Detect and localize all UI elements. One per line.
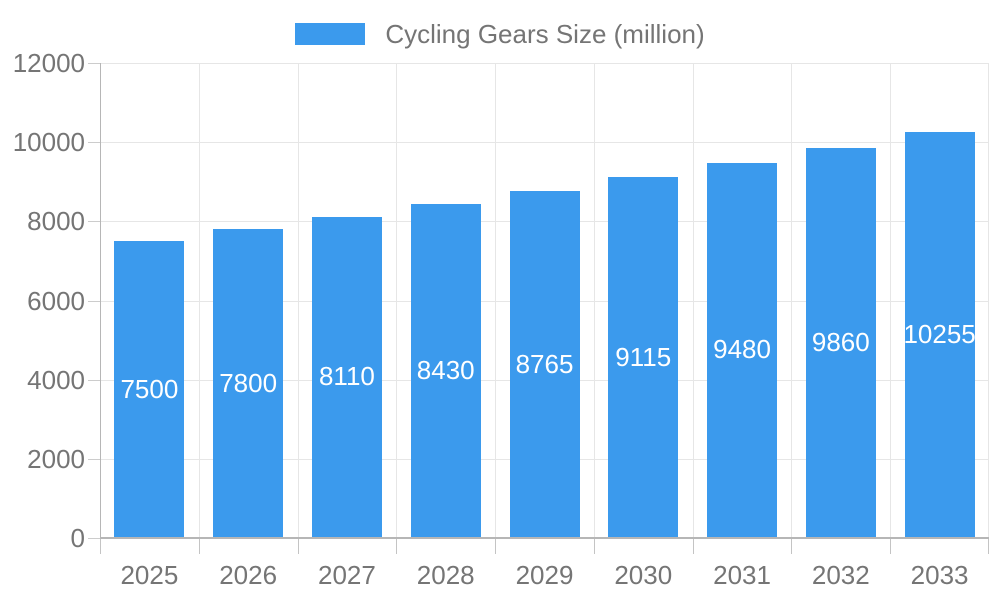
bar-2031[interactable] bbox=[707, 162, 778, 538]
x-axis-tick bbox=[100, 538, 101, 554]
bar-2030[interactable] bbox=[608, 177, 679, 538]
bar-value-label: 8765 bbox=[515, 348, 574, 379]
bar-2025[interactable] bbox=[114, 241, 185, 538]
x-axis-label: 2032 bbox=[811, 560, 870, 590]
bar-2027[interactable] bbox=[311, 216, 382, 538]
y-axis-label: 8000 bbox=[27, 206, 85, 237]
v-gridline bbox=[297, 63, 299, 538]
v-gridline bbox=[791, 63, 793, 538]
x-axis-tick bbox=[396, 538, 398, 554]
v-gridline bbox=[890, 63, 892, 538]
y-axis-label: 0 bbox=[70, 523, 85, 553]
h-gridline bbox=[100, 142, 989, 144]
y-axis-tick bbox=[88, 538, 100, 539]
x-axis-label: 2030 bbox=[614, 560, 673, 590]
x-axis-label: 2028 bbox=[416, 560, 475, 590]
bar-2028[interactable] bbox=[410, 204, 481, 538]
y-axis-label: 2000 bbox=[27, 443, 85, 474]
bar-value-label: 9480 bbox=[713, 334, 771, 365]
x-axis-tick bbox=[495, 538, 497, 554]
chart-legend[interactable]: Cycling Gears Size (million) bbox=[0, 16, 1000, 52]
bar-2033[interactable] bbox=[904, 132, 975, 538]
x-axis-tick bbox=[198, 538, 200, 554]
bar-2029[interactable] bbox=[509, 191, 580, 538]
y-axis-label: 6000 bbox=[27, 285, 85, 316]
x-axis-label: 2025 bbox=[120, 560, 179, 590]
legend-label: Cycling Gears Size (million) bbox=[385, 18, 705, 49]
y-axis-label: 4000 bbox=[27, 364, 85, 395]
x-axis-label: 2026 bbox=[219, 560, 278, 590]
y-axis-tick bbox=[88, 142, 100, 144]
bar-value-label: 8110 bbox=[318, 361, 375, 392]
x-axis-tick bbox=[890, 538, 892, 554]
v-gridline bbox=[396, 63, 398, 538]
y-axis-tick bbox=[88, 458, 100, 460]
bar-2026[interactable] bbox=[213, 229, 284, 538]
y-axis-tick bbox=[88, 63, 100, 64]
y-axis-label: 12000 bbox=[12, 48, 85, 78]
y-axis-tick bbox=[88, 221, 100, 223]
bar-value-label: 9860 bbox=[811, 326, 870, 357]
v-gridline bbox=[198, 63, 200, 538]
bar-value-label: 7800 bbox=[219, 367, 278, 398]
y-axis-tick bbox=[88, 379, 100, 381]
x-axis-tick bbox=[791, 538, 793, 554]
bar-value-label: 9115 bbox=[615, 341, 672, 372]
x-axis-label: 2027 bbox=[318, 560, 376, 590]
plot-area: 0 2000 4000 6000 8000 10000 12000 7500 2025 7800 2… bbox=[13, 48, 989, 590]
v-gridline bbox=[692, 63, 694, 538]
v-gridline bbox=[988, 63, 989, 538]
x-axis-label: 2031 bbox=[713, 560, 771, 590]
x-axis-tick bbox=[692, 538, 694, 554]
bar-value-label: 8430 bbox=[416, 355, 475, 386]
x-axis-label: 2033 bbox=[910, 560, 969, 590]
bar-value-label: 7500 bbox=[120, 373, 179, 404]
x-axis-tick bbox=[297, 538, 299, 554]
bar-2032[interactable] bbox=[805, 147, 876, 538]
v-gridline bbox=[593, 63, 595, 538]
x-axis-baseline bbox=[100, 537, 989, 539]
x-axis-label: 2029 bbox=[515, 560, 574, 590]
v-gridline bbox=[495, 63, 497, 538]
bar-value-label: 10255 bbox=[903, 319, 976, 350]
legend-swatch bbox=[295, 23, 366, 45]
y-axis-line bbox=[100, 63, 101, 538]
h-gridline bbox=[100, 63, 989, 64]
x-axis-tick bbox=[593, 538, 595, 554]
y-axis-tick bbox=[88, 300, 100, 302]
y-axis-label: 10000 bbox=[12, 127, 85, 158]
x-axis-tick bbox=[988, 538, 989, 554]
